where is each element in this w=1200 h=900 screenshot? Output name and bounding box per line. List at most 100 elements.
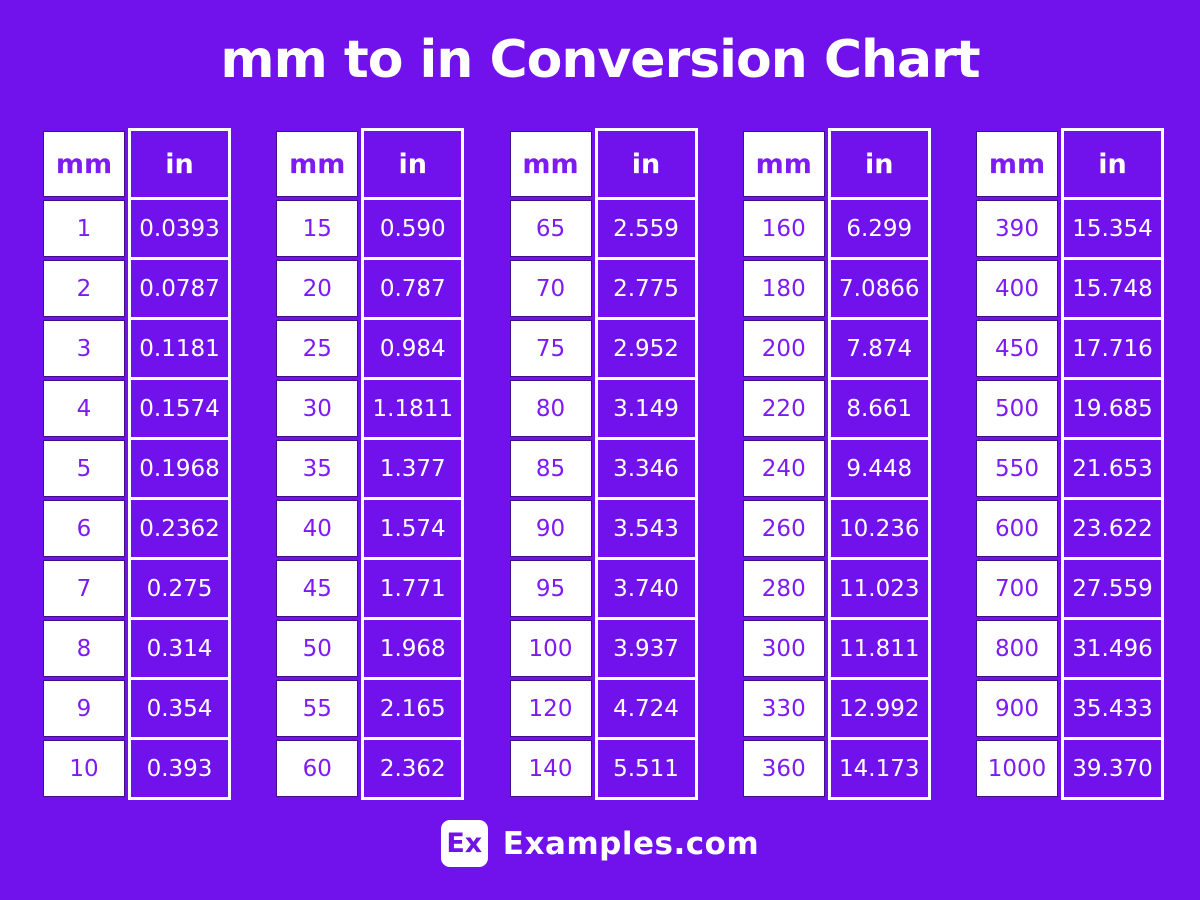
in-value-cell: 7.0866 [830, 260, 928, 317]
mm-value-cell: 800 [976, 620, 1058, 677]
in-value-cell: 15.354 [1064, 200, 1161, 257]
mm-value-cell: 330 [742, 680, 825, 737]
mm-column: mm 1 2 3 4 5 6 7 8 9 10 [40, 128, 128, 800]
in-header: in [131, 131, 228, 197]
in-value-cell: 3.543 [597, 500, 695, 557]
in-value-cell: 0.590 [364, 200, 462, 257]
mm-value-cell: 15 [276, 200, 359, 257]
mm-value-cell: 360 [742, 740, 825, 797]
mm-value-cell: 200 [742, 320, 825, 377]
conversion-table-1: mm 1 2 3 4 5 6 7 8 9 10 in 0.0393 0.0787 0.1181 0.1574 0… [40, 128, 231, 800]
in-value-cell: 2.362 [364, 740, 462, 797]
mm-value-cell: 260 [742, 500, 825, 557]
in-header: in [830, 131, 928, 197]
in-value-cell: 0.393 [131, 740, 228, 797]
in-value-cell: 2.165 [364, 680, 462, 737]
in-value-cell: 21.653 [1064, 440, 1161, 497]
in-value-cell: 0.0393 [131, 200, 228, 257]
in-column: in 2.559 2.775 2.952 3.149 3.346 3.543 3.740 3.9… [594, 128, 698, 800]
conversion-table-5: mm 390 400 450 500 550 600 700 800 900 1000 in 15.35… [973, 128, 1164, 800]
in-column: in 0.0393 0.0787 0.1181 0.1574 0.1968 0.2362 0.… [128, 128, 231, 800]
in-value-cell: 11.811 [830, 620, 928, 677]
in-value-cell: 12.992 [830, 680, 928, 737]
in-value-cell: 0.787 [364, 260, 462, 317]
mm-value-cell: 2 [43, 260, 125, 317]
mm-header: mm [43, 131, 125, 197]
in-value-cell: 0.984 [364, 320, 462, 377]
in-value-cell: 3.149 [597, 380, 695, 437]
examples-logo-icon: Ex [440, 820, 488, 867]
in-value-cell: 5.511 [597, 740, 695, 797]
mm-value-cell: 55 [276, 680, 359, 737]
mm-value-cell: 390 [976, 200, 1058, 257]
in-value-cell: 0.2362 [131, 500, 228, 557]
mm-value-cell: 20 [276, 260, 359, 317]
mm-column: mm 65 70 75 80 85 90 95 100 120 140 [506, 128, 595, 800]
mm-value-cell: 160 [742, 200, 825, 257]
in-value-cell: 0.275 [131, 560, 228, 617]
in-value-cell: 1.968 [364, 620, 462, 677]
mm-value-cell: 5 [43, 440, 125, 497]
mm-value-cell: 220 [742, 380, 825, 437]
logo-text: Ex [446, 828, 483, 859]
mm-value-cell: 600 [976, 500, 1058, 557]
mm-value-cell: 280 [742, 560, 825, 617]
mm-value-cell: 550 [976, 440, 1058, 497]
in-column: in 0.590 0.787 0.984 1.1811 1.377 1.574 1.771 1.… [361, 128, 465, 800]
in-value-cell: 11.023 [830, 560, 928, 617]
mm-value-cell: 8 [43, 620, 125, 677]
page-title: mm to in Conversion Chart [220, 30, 980, 90]
in-header: in [1064, 131, 1161, 197]
in-value-cell: 3.346 [597, 440, 695, 497]
mm-header: mm [742, 131, 825, 197]
in-value-cell: 39.370 [1064, 740, 1161, 797]
in-value-cell: 3.937 [597, 620, 695, 677]
mm-value-cell: 10 [43, 740, 125, 797]
mm-value-cell: 900 [976, 680, 1058, 737]
mm-value-cell: 300 [742, 620, 825, 677]
in-value-cell: 2.952 [597, 320, 695, 377]
in-value-cell: 27.559 [1064, 560, 1161, 617]
in-value-cell: 0.314 [131, 620, 228, 677]
mm-value-cell: 35 [276, 440, 359, 497]
mm-value-cell: 4 [43, 380, 125, 437]
mm-value-cell: 3 [43, 320, 125, 377]
tables-row: mm 1 2 3 4 5 6 7 8 9 10 in 0.0393 0.0787 0.1181 0.1574 0… [40, 128, 1164, 800]
in-value-cell: 0.354 [131, 680, 228, 737]
mm-value-cell: 65 [509, 200, 592, 257]
in-column: in 15.354 15.748 17.716 19.685 21.653 23.622 27… [1061, 128, 1164, 800]
mm-value-cell: 80 [509, 380, 592, 437]
in-value-cell: 3.740 [597, 560, 695, 617]
mm-value-cell: 500 [976, 380, 1058, 437]
in-value-cell: 31.496 [1064, 620, 1161, 677]
conversion-table-2: mm 15 20 25 30 35 40 45 50 55 60 in 0.590 0.787 0.984 1… [273, 128, 465, 800]
mm-value-cell: 95 [509, 560, 592, 617]
mm-header: mm [509, 131, 592, 197]
in-column: in 6.299 7.0866 7.874 8.661 9.448 10.236 11.023… [827, 128, 931, 800]
mm-value-cell: 7 [43, 560, 125, 617]
in-value-cell: 9.448 [830, 440, 928, 497]
mm-column: mm 15 20 25 30 35 40 45 50 55 60 [273, 128, 362, 800]
in-value-cell: 7.874 [830, 320, 928, 377]
in-value-cell: 35.433 [1064, 680, 1161, 737]
mm-value-cell: 400 [976, 260, 1058, 317]
in-value-cell: 2.559 [597, 200, 695, 257]
mm-value-cell: 90 [509, 500, 592, 557]
mm-value-cell: 70 [509, 260, 592, 317]
mm-value-cell: 75 [509, 320, 592, 377]
in-value-cell: 23.622 [1064, 500, 1161, 557]
mm-value-cell: 9 [43, 680, 125, 737]
in-value-cell: 0.0787 [131, 260, 228, 317]
in-value-cell: 8.661 [830, 380, 928, 437]
mm-column: mm 160 180 200 220 240 260 280 300 330 360 [739, 128, 828, 800]
mm-value-cell: 50 [276, 620, 359, 677]
in-value-cell: 15.748 [1064, 260, 1161, 317]
mm-value-cell: 40 [276, 500, 359, 557]
mm-value-cell: 45 [276, 560, 359, 617]
in-header: in [364, 131, 462, 197]
mm-value-cell: 120 [509, 680, 592, 737]
in-value-cell: 17.716 [1064, 320, 1161, 377]
mm-value-cell: 1 [43, 200, 125, 257]
in-value-cell: 1.377 [364, 440, 462, 497]
